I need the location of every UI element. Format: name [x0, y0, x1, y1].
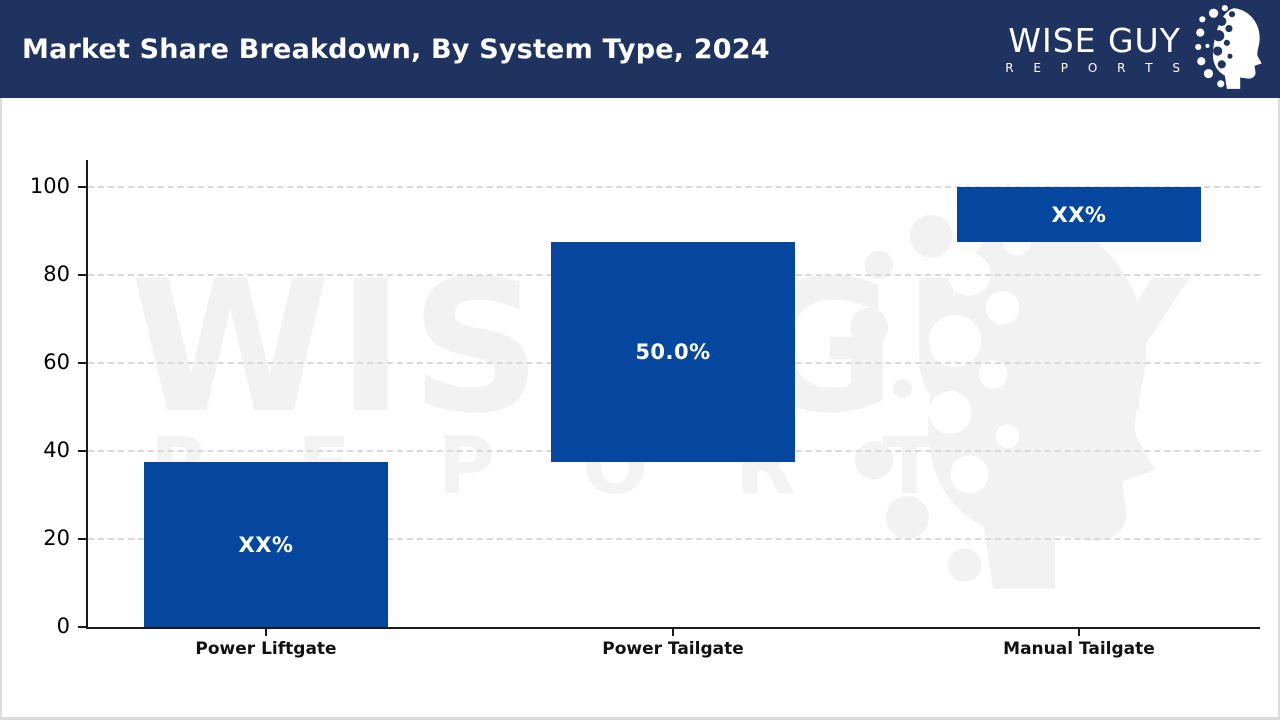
- bar-value-label-power-tailgate: 50.0%: [635, 340, 711, 364]
- x-tick-power-liftgate: [265, 629, 267, 636]
- y-tick-40: [78, 450, 86, 452]
- x-axis-label-power-tailgate: Power Tailgate: [602, 639, 744, 659]
- y-tick-0: [78, 626, 86, 628]
- y-tick-label-100: 100: [29, 174, 70, 198]
- page-title: Market Share Breakdown, By System Type, …: [22, 33, 770, 65]
- x-axis-label-power-liftgate: Power Liftgate: [195, 639, 337, 659]
- x-axis-line: [86, 627, 1260, 629]
- x-axis-label-manual-tailgate: Manual Tailgate: [1003, 639, 1155, 659]
- logo-wordmark: WISE GUY: [1008, 20, 1181, 60]
- wiseguy-logo: WISE GUY R E P O R T S: [1001, 5, 1272, 93]
- y-tick-label-60: 60: [43, 350, 70, 374]
- bar-power-tailgate: 50.0%: [551, 242, 795, 462]
- bar-power-liftgate: XX%: [144, 462, 388, 627]
- bar-value-label-power-liftgate: XX%: [238, 532, 294, 557]
- logo-subtext: R E P O R T S: [1005, 60, 1188, 75]
- y-axis-line: [86, 160, 88, 629]
- logo-head-icon: [1195, 5, 1262, 89]
- y-tick-80: [78, 274, 86, 276]
- y-tick-label-40: 40: [43, 438, 70, 462]
- gridline-20: [88, 538, 1260, 540]
- y-tick-label-0: 0: [56, 614, 70, 638]
- y-tick-100: [78, 186, 86, 188]
- x-tick-manual-tailgate: [1078, 629, 1080, 636]
- gridline-100: [88, 186, 1260, 188]
- header: Market Share Breakdown, By System Type, …: [0, 0, 1280, 98]
- y-tick-60: [78, 362, 86, 364]
- x-tick-power-tailgate: [672, 629, 674, 636]
- y-tick-label-20: 20: [43, 526, 70, 550]
- y-tick-20: [78, 538, 86, 540]
- bar-manual-tailgate: XX%: [957, 187, 1201, 242]
- y-tick-label-80: 80: [43, 262, 70, 286]
- bar-value-label-manual-tailgate: XX%: [1051, 202, 1107, 227]
